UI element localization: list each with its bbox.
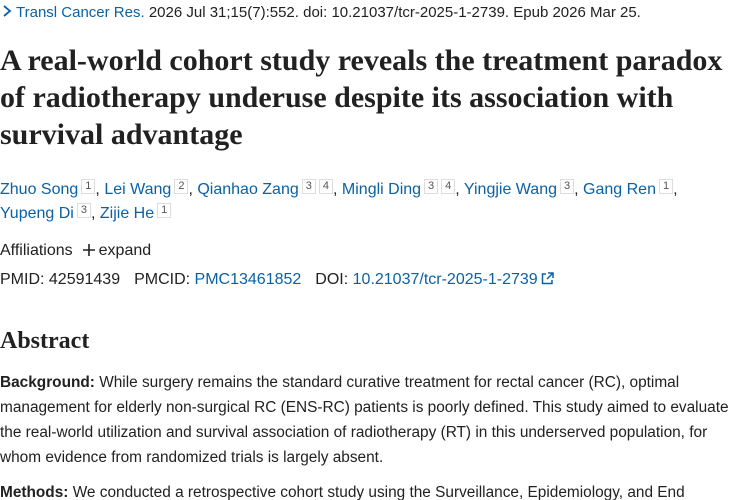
separator: ,: [574, 181, 579, 198]
affiliation-number[interactable]: 1: [81, 179, 96, 194]
author-list: Zhuo Song 1, Lei Wang 2, Qianhao Zang 3 4, M…: [0, 178, 700, 226]
affiliation-number[interactable]: 3: [76, 203, 91, 218]
section-label: Background:: [0, 374, 95, 391]
author-link[interactable]: Lei Wang: [104, 181, 172, 198]
affiliations: Affiliations expand: [0, 242, 151, 260]
plus-icon: [82, 244, 95, 256]
article-title: A real-world cohort study reveals the tr…: [0, 44, 723, 151]
separator: ,: [95, 181, 100, 198]
author: Zhuo Song 1,: [0, 179, 100, 198]
author: Qianhao Zang 3 4,: [197, 179, 338, 198]
identifier-label: DOI:: [315, 271, 349, 288]
author-link[interactable]: Mingli Ding: [341, 181, 422, 198]
citation-details: 2026 Jul 31;15(7):552. doi: 10.21037/tcr…: [148, 4, 641, 21]
separator: ,: [188, 181, 193, 198]
affiliation-number[interactable]: 1: [157, 203, 172, 218]
author: Lei Wang 2,: [104, 179, 193, 198]
section-text: While surgery remains the standard curat…: [0, 374, 729, 466]
author: Zijie He 1: [99, 203, 172, 222]
identifier-label: PMID:: [0, 271, 45, 288]
identifiers: PMID: 42591439 PMCID: PMC13461852 DOI: 10.…: [0, 271, 568, 289]
separator: ,: [455, 181, 460, 198]
affiliation-number[interactable]: 2: [174, 179, 189, 194]
affiliation-number[interactable]: 3: [301, 179, 316, 194]
chevron-icon: [3, 5, 12, 17]
separator: ,: [90, 205, 96, 222]
separator: ,: [333, 181, 338, 198]
citation: Transl Cancer Res. 2026 Jul 31;15(7):552…: [2, 4, 641, 21]
author: Yupeng Di 3,: [0, 203, 96, 222]
separator: ,: [673, 181, 678, 198]
affiliation-number[interactable]: 4: [441, 179, 456, 194]
affiliation-number[interactable]: 4: [318, 179, 333, 194]
identifier-value: 42591439: [48, 271, 121, 288]
identifier-link[interactable]: PMC13461852: [194, 271, 302, 288]
identifier: PMID: 42591439: [0, 271, 120, 288]
author-link[interactable]: Zijie He: [99, 205, 155, 222]
external-link-icon: [541, 272, 554, 285]
identifier: DOI: 10.21037/tcr-2025-1-2739: [315, 271, 554, 288]
expand-toggle[interactable]: expand: [98, 242, 152, 259]
abstract-section: Background: While surgery remains the st…: [0, 370, 742, 470]
abstract: Background: While surgery remains the st…: [0, 370, 742, 500]
affiliation-number[interactable]: 1: [658, 179, 674, 194]
author-link[interactable]: Qianhao Zang: [197, 181, 299, 198]
affiliations-label: Affiliations: [0, 242, 73, 259]
author: Yingjie Wang 3,: [463, 179, 579, 198]
author-link[interactable]: Zhuo Song: [0, 181, 79, 198]
abstract-heading: Abstract: [0, 328, 90, 354]
author-link[interactable]: Yingjie Wang: [463, 181, 557, 198]
abstract-section: Methods: We conducted a retrospective co…: [0, 480, 742, 500]
identifier-label: PMCID:: [134, 271, 191, 288]
identifier-link[interactable]: 10.21037/tcr-2025-1-2739: [352, 271, 538, 288]
author-link[interactable]: Gang Ren: [583, 181, 656, 198]
section-text: We conducted a retrospective cohort stud…: [72, 484, 685, 500]
author: Gang Ren 1,: [583, 179, 678, 198]
affiliation-number[interactable]: 3: [424, 179, 439, 194]
author-link[interactable]: Yupeng Di: [0, 205, 74, 222]
journal-link[interactable]: Transl Cancer Res.: [16, 4, 145, 21]
section-label: Methods:: [0, 484, 69, 500]
identifier: PMCID: PMC13461852: [134, 271, 301, 288]
affiliation-number[interactable]: 3: [560, 179, 575, 194]
author: Mingli Ding 3 4,: [341, 179, 460, 198]
